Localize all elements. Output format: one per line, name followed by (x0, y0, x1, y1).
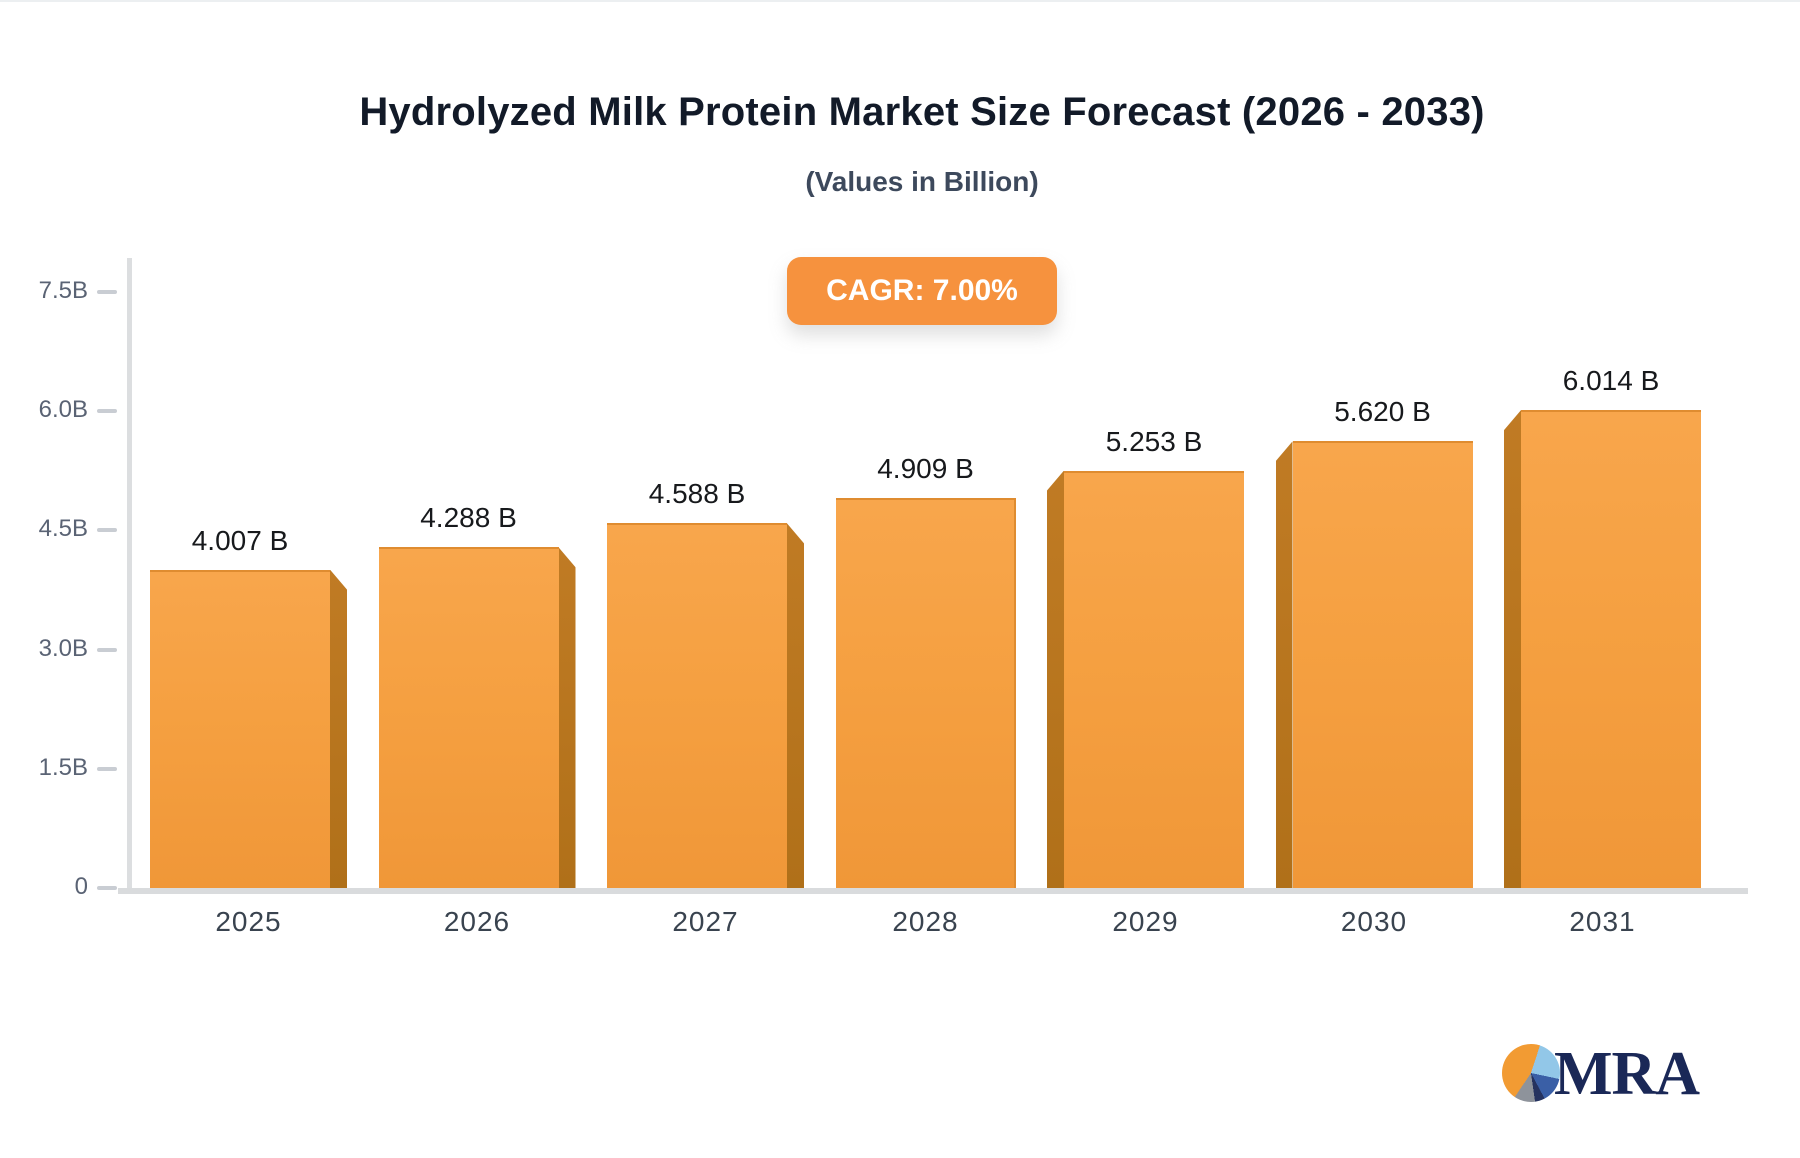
y-axis-tick-label: 6.0B (38, 396, 88, 424)
bar-2030 (1292, 441, 1473, 888)
bar-side-face (1504, 410, 1521, 888)
bar-2027 (607, 523, 787, 888)
bar-value-label: 4.909 B (877, 452, 974, 484)
y-axis-tick (97, 409, 117, 414)
bar-value-label: 6.014 B (1562, 365, 1660, 397)
x-axis-label: 2025 (215, 906, 282, 937)
pie-chart-icon (1502, 1044, 1560, 1102)
bar-value-label: 4.007 B (191, 524, 289, 556)
bar-2026 (378, 547, 559, 888)
y-axis-tick (97, 528, 117, 533)
y-axis-tick (97, 766, 117, 771)
bar-side-face (787, 523, 804, 888)
x-axis-baseline (118, 888, 1748, 894)
bar-side-face (1047, 470, 1064, 888)
y-axis-tick-label: 7.5B (38, 277, 88, 304)
y-axis-tick (97, 647, 117, 652)
x-axis-label: 2026 (443, 906, 511, 937)
bar-value-label: 4.288 B (420, 502, 517, 534)
bar-value-label: 5.620 B (1334, 396, 1431, 428)
bar-2031 (1521, 410, 1701, 888)
bar-side-face (558, 547, 576, 888)
y-axis-line (127, 258, 132, 891)
brand-name: MRA (1554, 1040, 1700, 1108)
x-axis-label: 2029 (1112, 906, 1179, 937)
cagr-badge: CAGR: 7.00% (787, 257, 1057, 325)
y-axis-tick (97, 886, 117, 890)
bar-side-face (330, 569, 347, 888)
y-axis-tick-label: 3.0B (38, 634, 88, 662)
bar-value-label: 4.588 B (648, 478, 746, 510)
bar-value-label: 5.253 B (1105, 425, 1203, 457)
bar-2028 (835, 497, 1016, 888)
bar-2029 (1064, 470, 1244, 888)
chart-title: Hydrolyzed Milk Protein Market Size Fore… (359, 90, 1485, 134)
x-axis-label: 2030 (1340, 906, 1408, 937)
y-axis-tick (97, 290, 117, 294)
x-axis-label: 2031 (1569, 906, 1636, 937)
y-axis-tick-label: 4.5B (38, 515, 88, 543)
bar-side-face (1275, 441, 1293, 888)
bar-2025 (150, 569, 330, 888)
y-axis-tick-label: 0 (74, 873, 88, 900)
x-axis-label: 2027 (672, 906, 739, 937)
chart-subtitle: (Values in Billion) (805, 166, 1039, 197)
x-axis-label: 2028 (892, 906, 959, 937)
y-axis-tick-label: 1.5B (38, 753, 88, 781)
